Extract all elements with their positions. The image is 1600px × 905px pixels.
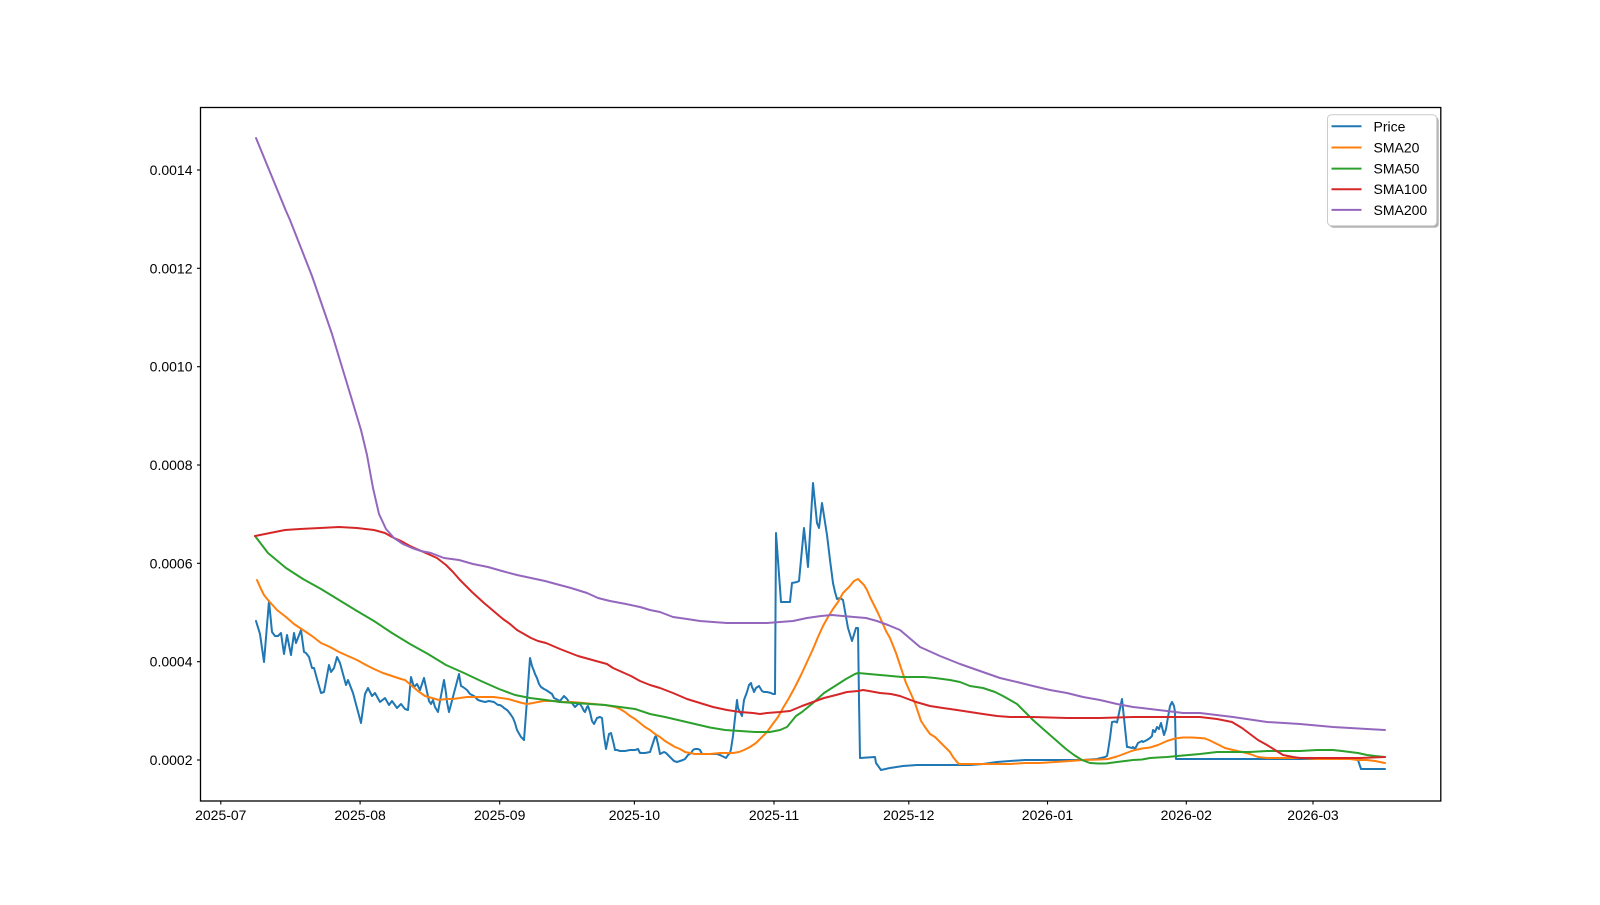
svg-text:2026-01: 2026-01	[1022, 807, 1074, 823]
svg-text:2025-07: 2025-07	[195, 807, 247, 823]
svg-text:2025-08: 2025-08	[334, 807, 386, 823]
svg-text:2025-12: 2025-12	[883, 807, 935, 823]
svg-text:2025-10: 2025-10	[609, 807, 661, 823]
svg-text:2026-03: 2026-03	[1287, 807, 1339, 823]
svg-text:SMA50: SMA50	[1374, 161, 1420, 177]
svg-text:SMA100: SMA100	[1374, 181, 1428, 197]
svg-text:0.0010: 0.0010	[150, 359, 193, 375]
svg-text:SMA200: SMA200	[1374, 202, 1428, 218]
svg-text:Price: Price	[1374, 118, 1406, 134]
svg-text:0.0008: 0.0008	[150, 457, 193, 473]
svg-text:2026-02: 2026-02	[1161, 807, 1213, 823]
svg-text:0.0014: 0.0014	[150, 162, 193, 178]
svg-text:2025-11: 2025-11	[749, 807, 800, 823]
svg-text:0.0002: 0.0002	[150, 752, 193, 768]
svg-text:0.0006: 0.0006	[150, 555, 193, 571]
svg-text:0.0004: 0.0004	[150, 654, 193, 670]
svg-text:SMA20: SMA20	[1374, 140, 1420, 156]
svg-text:0.0012: 0.0012	[150, 260, 193, 276]
svg-text:2025-09: 2025-09	[474, 807, 526, 823]
